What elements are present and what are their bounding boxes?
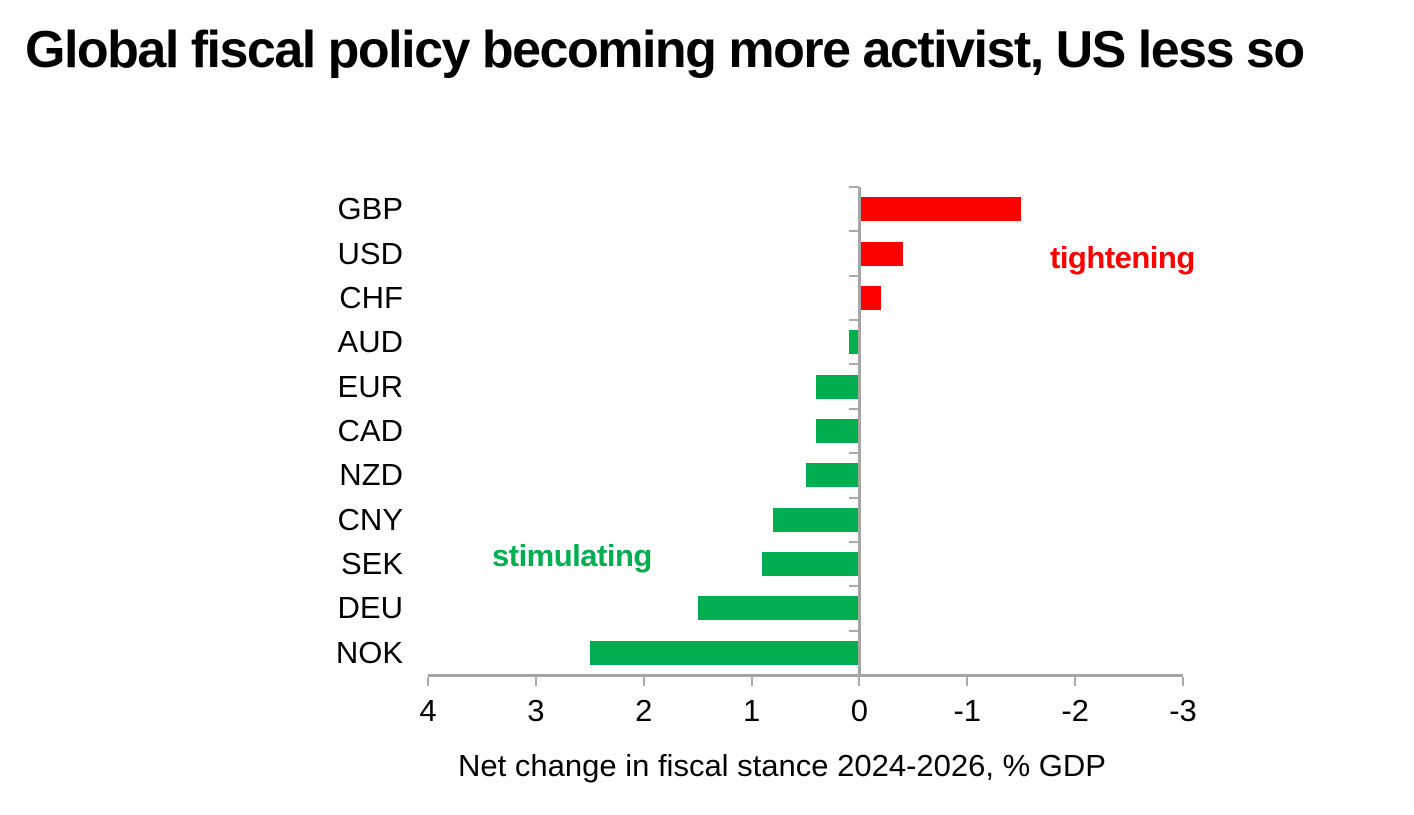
x-axis-line <box>428 674 1183 677</box>
x-tick-label-3: 3 <box>527 693 545 728</box>
bar-gbp <box>859 197 1022 222</box>
x-tick-label-4: 4 <box>419 693 437 728</box>
category-label-chf: CHF <box>339 279 403 315</box>
x-tick-label-2: 2 <box>635 693 653 728</box>
bar-nzd <box>805 463 860 488</box>
category-label-eur: EUR <box>337 368 403 404</box>
zero-axis-line <box>857 187 861 675</box>
category-label-gbp: GBP <box>337 191 403 227</box>
bar-cny <box>773 507 860 532</box>
chart-title: Global fiscal policy becoming more activ… <box>25 21 1305 79</box>
annotation-stimulating: stimulating <box>492 538 652 573</box>
bar-nok <box>589 640 860 665</box>
annotation-tightening: tightening <box>1050 240 1195 275</box>
x-axis-tick <box>642 677 645 686</box>
x-tick-label-0: 0 <box>850 693 869 728</box>
bar-deu <box>697 596 860 621</box>
category-label-usd: USD <box>337 235 403 271</box>
x-tick-label--3: -3 <box>1169 693 1197 728</box>
bar-chf <box>859 285 881 310</box>
x-tick-label-1: 1 <box>742 693 761 728</box>
x-axis-tick <box>1182 677 1184 686</box>
x-axis-tick <box>1074 677 1077 686</box>
x-axis-title: Net change in fiscal stance 2024-2026, %… <box>458 748 1106 783</box>
category-label-sek: SEK <box>340 546 403 582</box>
category-tick <box>849 585 860 588</box>
category-tick <box>849 363 860 366</box>
category-tick <box>849 452 860 455</box>
category-label-cny: CNY <box>337 501 403 537</box>
x-axis-tick <box>534 677 537 686</box>
bar-aud <box>848 330 860 355</box>
category-tick <box>849 230 860 233</box>
category-label-deu: DEU <box>337 590 403 626</box>
category-tick <box>849 496 860 499</box>
bar-sek <box>762 552 860 577</box>
category-tick <box>849 319 860 322</box>
x-axis-tick <box>858 677 861 686</box>
category-label-nok: NOK <box>335 634 403 670</box>
x-tick-label--2: -2 <box>1061 693 1089 728</box>
x-axis-tick <box>966 677 969 686</box>
x-tick-label--1: -1 <box>953 693 982 728</box>
category-tick <box>849 540 860 543</box>
category-tick <box>849 629 860 632</box>
category-tick <box>849 186 860 188</box>
x-axis-tick <box>750 677 753 686</box>
category-label-nzd: NZD <box>339 457 403 493</box>
bar-usd <box>859 241 903 266</box>
bar-eur <box>816 374 860 399</box>
category-label-aud: AUD <box>337 324 403 360</box>
bar-cad <box>816 419 860 443</box>
category-tick <box>849 274 860 277</box>
category-tick <box>849 407 860 410</box>
x-axis-tick <box>427 677 429 686</box>
category-label-cad: CAD <box>337 412 403 448</box>
